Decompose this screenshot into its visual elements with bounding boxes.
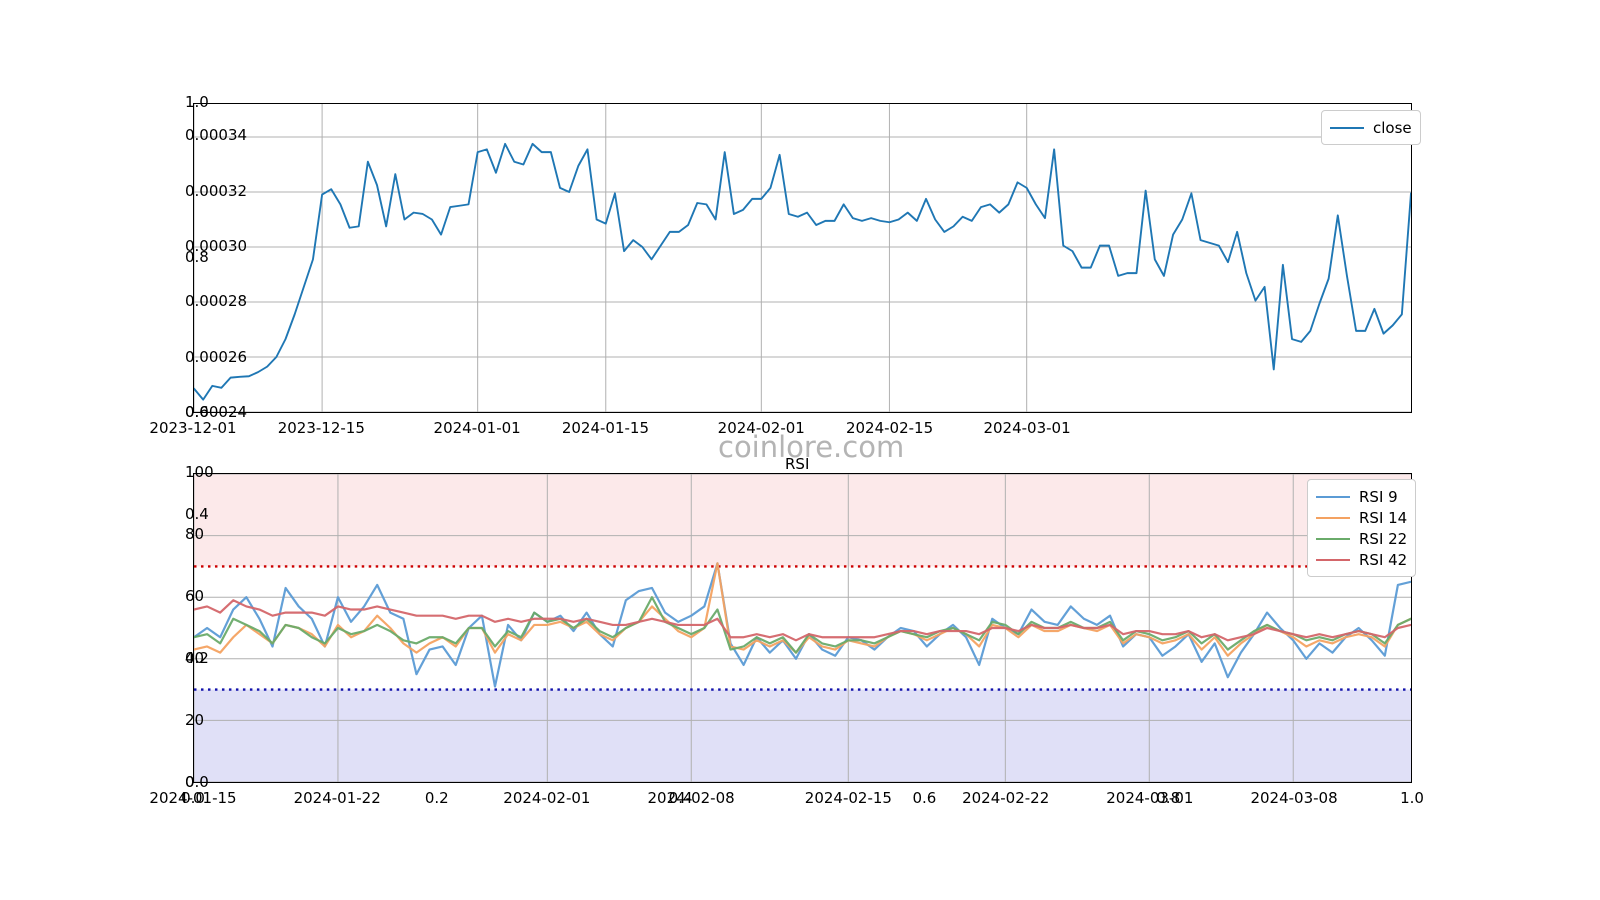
rsi-threshold-band	[194, 689, 1411, 782]
legend-label: close	[1373, 118, 1412, 137]
rsi-series-line	[194, 599, 1411, 642]
rsi-series-line	[194, 596, 1411, 654]
legend-label: RSI 14	[1359, 508, 1408, 527]
legend-line-swatch-icon	[1330, 126, 1364, 129]
rsi-x-tick-date-label: 2024-01-15	[149, 789, 237, 807]
legend-line-swatch-icon	[1316, 516, 1350, 519]
rsi-x-tick-date-label: 2024-02-01	[503, 789, 591, 807]
price-x-tick-label: 2024-03-01	[983, 419, 1071, 437]
price-legend-item[interactable]: close	[1330, 117, 1412, 138]
price-x-tick-label: 2023-12-15	[277, 419, 365, 437]
rsi-x-tick-date-label: 2024-02-22	[962, 789, 1050, 807]
price-chart-plot	[194, 104, 1411, 412]
coinlore-watermark: coinlore.com	[718, 430, 905, 464]
legend-label: RSI 42	[1359, 550, 1408, 569]
rsi-chart-legend: RSI 9 RSI 14 RSI 22 RSI 42	[1307, 479, 1417, 577]
rsi-subplot-title: RSI	[785, 455, 810, 473]
rsi-x-tick-date-label: 2024-01-22	[293, 789, 381, 807]
rsi-chart-panel	[193, 473, 1412, 783]
legend-line-swatch-icon	[1316, 495, 1350, 498]
price-x-tick-label: 2024-02-15	[845, 419, 934, 437]
price-chart-legend: close	[1321, 110, 1421, 145]
rsi-legend-item[interactable]: RSI 42	[1316, 549, 1407, 570]
legend-label: RSI 9	[1359, 487, 1398, 506]
price-x-tick-label: 2023-12-01	[149, 419, 237, 437]
rsi-chart-plot	[194, 474, 1411, 782]
rsi-x-tick-numeric-label: 0.4	[668, 789, 693, 807]
rsi-x-tick-numeric-label: 0.0	[181, 789, 205, 807]
price-x-tick-label: 2024-01-01	[433, 419, 521, 437]
rsi-legend-item[interactable]: RSI 22	[1316, 528, 1407, 549]
rsi-x-tick-date-label: 2024-03-01	[1106, 789, 1194, 807]
price-x-tick-label: 2024-02-01	[717, 419, 805, 437]
legend-line-swatch-icon	[1316, 558, 1350, 561]
rsi-x-tick-numeric-label: 0.8	[1156, 789, 1181, 807]
rsi-x-tick-date-label: 2024-02-08	[647, 789, 735, 807]
price-x-tick-label: 2024-01-15	[561, 419, 650, 437]
legend-line-swatch-icon	[1316, 537, 1350, 540]
rsi-threshold-band	[194, 474, 1411, 567]
rsi-x-tick-date-label: 2024-03-08	[1250, 789, 1338, 807]
close-price-line	[194, 142, 1411, 401]
rsi-legend-item[interactable]: RSI 9	[1316, 486, 1407, 507]
rsi-legend-item[interactable]: RSI 14	[1316, 507, 1407, 528]
legend-label: RSI 22	[1359, 529, 1408, 548]
rsi-x-tick-numeric-label: 1.0	[1400, 789, 1424, 807]
rsi-x-tick-numeric-label: 0.6	[912, 789, 937, 807]
rsi-x-tick-numeric-label: 0.2	[424, 789, 449, 807]
rsi-x-tick-date-label: 2024-02-15	[804, 789, 892, 807]
price-chart-panel	[193, 103, 1412, 413]
